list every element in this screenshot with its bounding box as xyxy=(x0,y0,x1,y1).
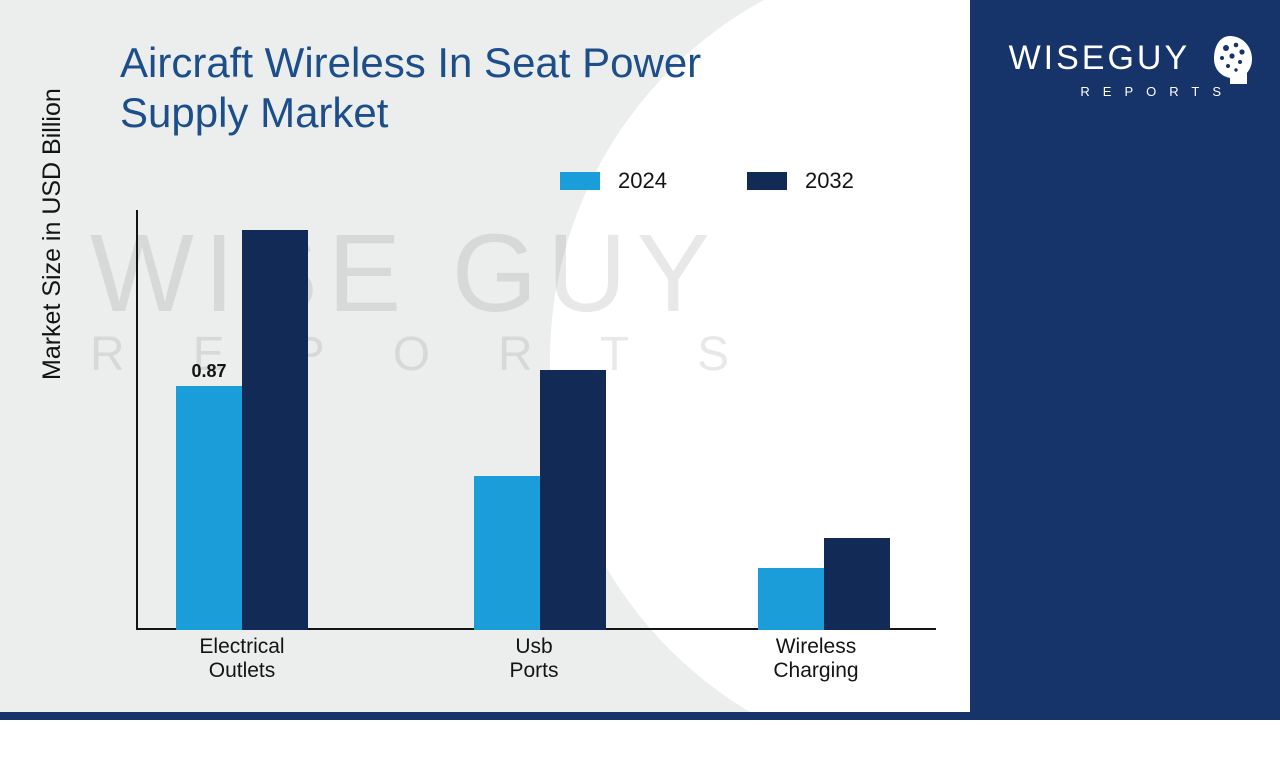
legend-swatch xyxy=(747,172,787,190)
legend-item: 2024 xyxy=(560,168,667,194)
chart-canvas: WISE GUY REPORTS Aircraft Wireless In Se… xyxy=(0,0,1280,720)
logo-brand-text: WISEGUY xyxy=(1009,39,1190,77)
legend-label: 2032 xyxy=(805,168,854,194)
logo-brand: WISEGUY xyxy=(996,34,1256,86)
head-icon xyxy=(1208,34,1256,86)
chart-title: Aircraft Wireless In Seat Power Supply M… xyxy=(120,38,760,139)
y-axis-label: Market Size in USD Billion xyxy=(38,88,67,380)
y-axis xyxy=(136,210,138,630)
bar xyxy=(824,538,890,630)
logo: WISEGUY REPORTS xyxy=(996,34,1256,99)
category-label: ElectricalOutlets xyxy=(162,635,322,683)
legend-label: 2024 xyxy=(618,168,667,194)
category-label: UsbPorts xyxy=(454,635,614,683)
bar-group xyxy=(474,370,606,630)
plot-area: 0.87ElectricalOutletsUsbPortsWirelessCha… xyxy=(136,210,936,638)
bar xyxy=(474,476,540,630)
bar xyxy=(242,230,308,630)
right-panel xyxy=(970,0,1280,712)
legend-swatch xyxy=(560,172,600,190)
legend-item: 2032 xyxy=(747,168,854,194)
bar xyxy=(540,370,606,630)
category-label: WirelessCharging xyxy=(736,635,896,683)
bar-group xyxy=(176,230,308,630)
bar xyxy=(758,568,824,630)
bar xyxy=(176,386,242,630)
logo-subtitle: REPORTS xyxy=(996,84,1256,99)
bar-group xyxy=(758,538,890,630)
legend: 2024 2032 xyxy=(560,168,854,194)
bottom-bar xyxy=(0,712,1280,720)
